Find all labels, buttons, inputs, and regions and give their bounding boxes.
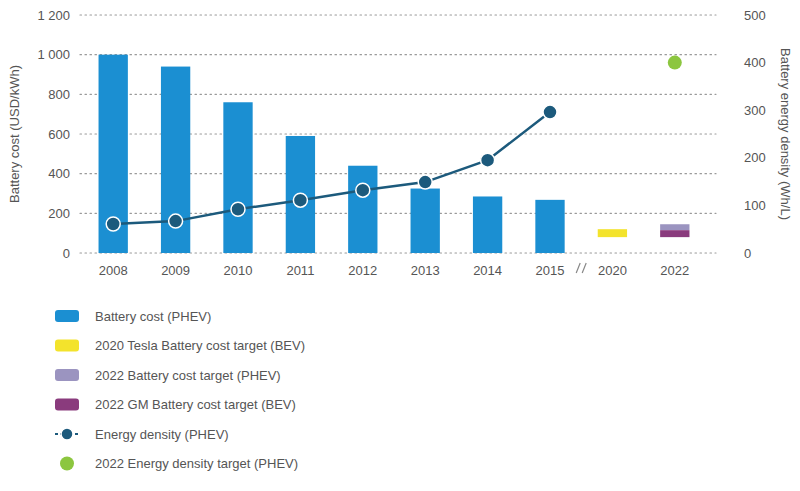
bar — [535, 200, 564, 253]
legend-swatch — [60, 457, 74, 471]
line-marker — [231, 202, 245, 216]
point — [668, 56, 682, 70]
y2-tick-label: 0 — [744, 246, 751, 261]
y2-tick-label: 500 — [744, 8, 766, 23]
bar — [660, 230, 689, 237]
y2-tick — [732, 15, 738, 16]
y2-tick — [732, 62, 738, 63]
y2-tick-label: 100 — [744, 198, 766, 213]
y2-tick-label: 400 — [744, 55, 766, 70]
x-tick-label: 2020 — [598, 263, 627, 278]
x-tick-label: 2010 — [224, 263, 253, 278]
y2-tick — [732, 253, 738, 254]
page: {"chart_data": { "type": "bar", "y_label… — [0, 0, 800, 491]
bar — [473, 196, 502, 253]
bar — [286, 136, 315, 253]
line — [113, 112, 550, 224]
y-axis-title: Battery cost (USD/kWh) — [7, 65, 22, 203]
line-marker — [106, 217, 120, 231]
bar — [411, 189, 440, 253]
y2-tick — [732, 205, 738, 206]
line-marker — [481, 153, 495, 167]
legend-label: 2022 Battery cost target (PHEV) — [95, 368, 281, 383]
y-tick-label: 1 200 — [37, 8, 70, 23]
axis-break — [576, 263, 580, 273]
line-marker — [169, 214, 183, 228]
y2-tick-label: 200 — [744, 150, 766, 165]
grid-line — [80, 14, 716, 15]
legend-swatch — [55, 369, 79, 381]
x-tick-label: 2022 — [660, 263, 689, 278]
legend-label: Energy density (PHEV) — [95, 427, 229, 442]
y2-tick — [732, 110, 738, 111]
legend-label: 2022 GM Battery cost target (BEV) — [95, 397, 296, 412]
bar — [660, 224, 689, 230]
line-marker — [543, 105, 557, 119]
x-tick-label: 2015 — [536, 263, 565, 278]
x-tick-label: 2012 — [348, 263, 377, 278]
y-tick-label: 1 000 — [37, 47, 70, 62]
bar — [598, 229, 627, 237]
legend-label: 2020 Tesla Battery cost target (BEV) — [95, 338, 305, 353]
y-tick-label: 400 — [48, 166, 70, 181]
chart: 0 200 400 600 800 1 000 1 200 0 100 200 300 400 500 B… — [0, 0, 800, 491]
legend-swatch — [55, 340, 79, 352]
bar — [348, 166, 377, 253]
y-tick-label: 0 — [63, 246, 70, 261]
legend-swatch — [61, 428, 73, 440]
plot-area — [99, 55, 690, 253]
line-marker — [356, 183, 370, 197]
bar — [223, 102, 252, 253]
grid-line — [80, 54, 716, 55]
legend-label: Battery cost (PHEV) — [95, 309, 211, 324]
y-tick-label: 200 — [48, 206, 70, 221]
x-tick-label: 2009 — [161, 263, 190, 278]
y-tick-label: 600 — [48, 127, 70, 142]
y2-tick — [732, 157, 738, 158]
y2-axis-title: Battery energy density (Wh/L) — [778, 48, 793, 220]
line-marker — [293, 193, 307, 207]
legend-swatch — [55, 310, 79, 322]
legend-swatch — [55, 399, 79, 411]
x-tick-label: 2014 — [473, 263, 502, 278]
line-marker — [418, 175, 432, 189]
bar — [161, 67, 190, 253]
y2-tick-label: 300 — [744, 103, 766, 118]
x-tick-label: 2011 — [286, 263, 314, 278]
y-tick-label: 800 — [48, 87, 70, 102]
x-tick-label: 2008 — [99, 263, 128, 278]
x-tick-label: 2013 — [411, 263, 440, 278]
axis-break — [582, 263, 586, 273]
legend-label: 2022 Energy density target (PHEV) — [95, 456, 298, 471]
